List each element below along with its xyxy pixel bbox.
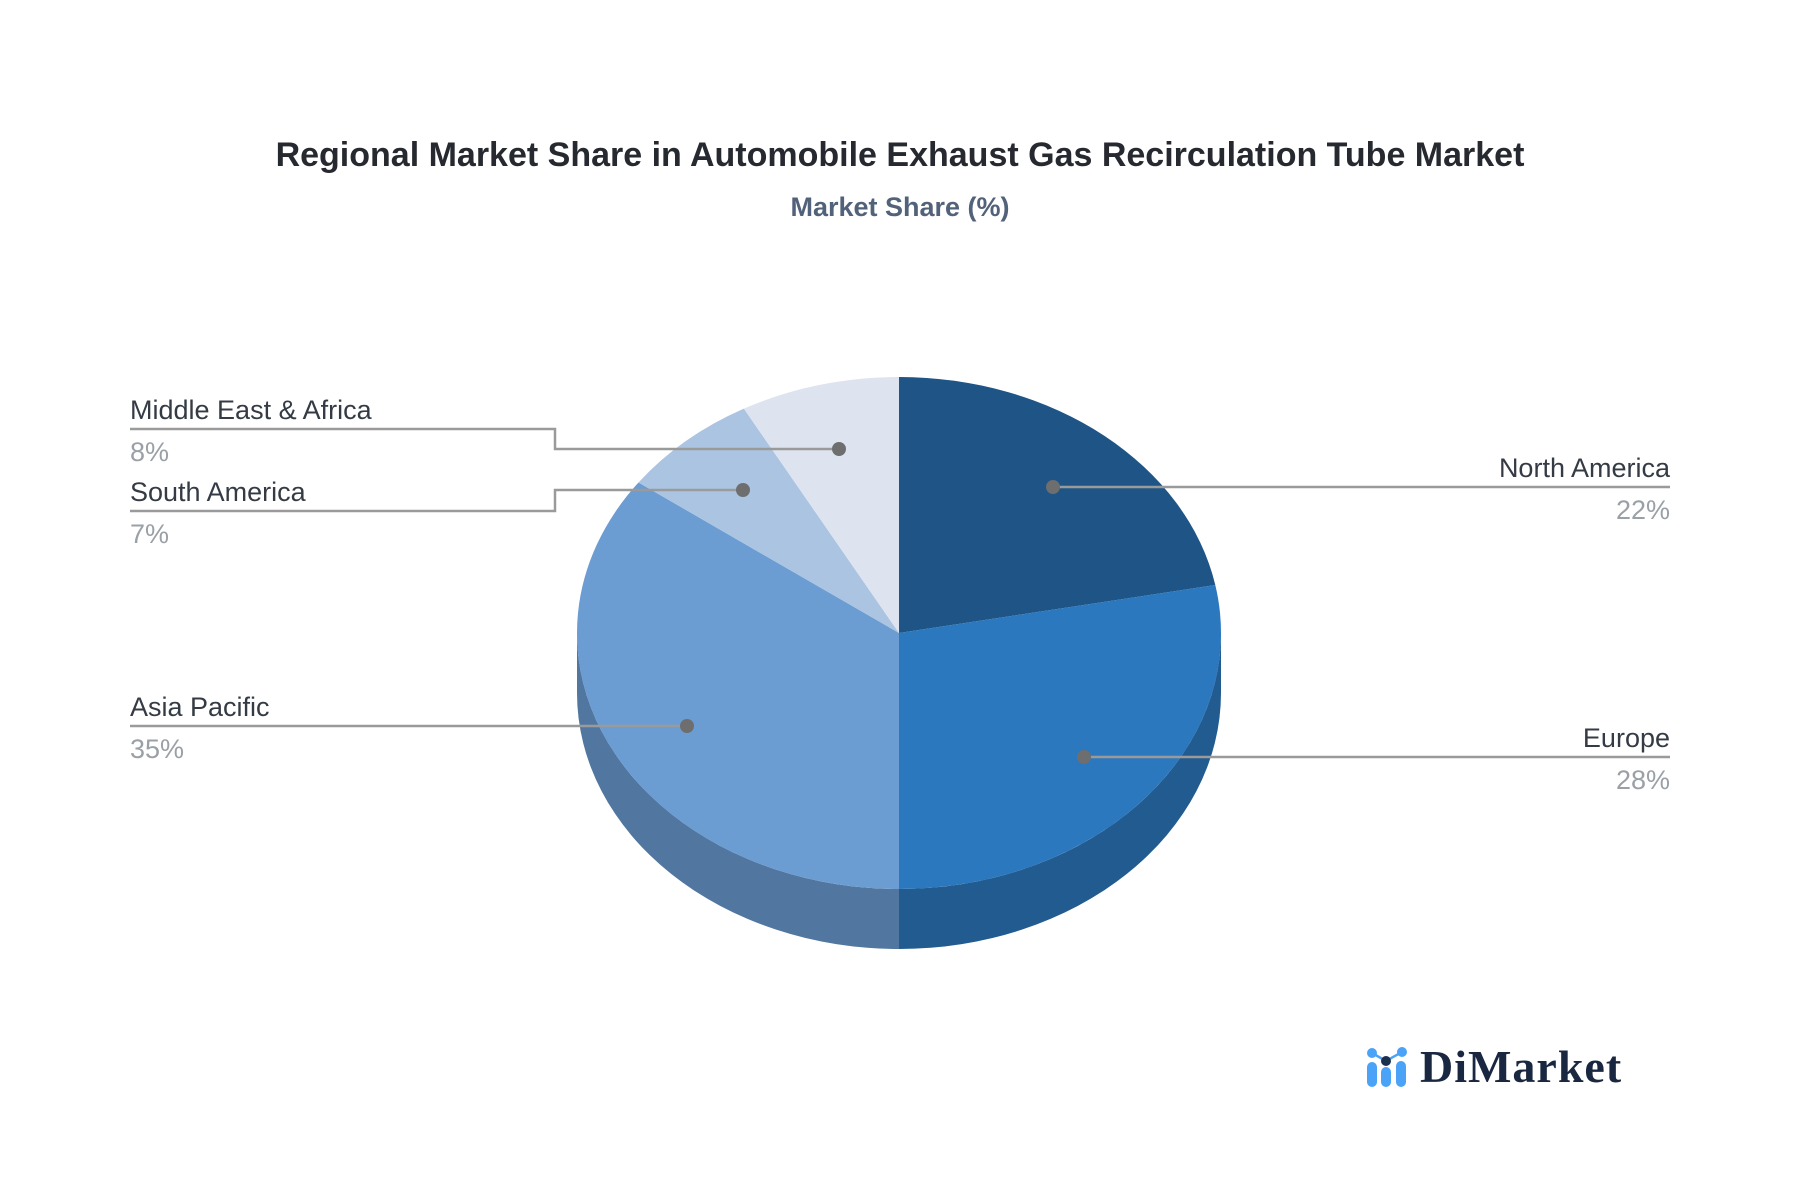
value-europe: 28% [1615,765,1670,795]
chart-subtitle: Market Share (%) [790,192,1010,222]
label-europe: Europe [1582,723,1670,753]
dot-middle-east-africa [832,442,846,456]
dot-europe [1077,750,1091,764]
slice-side-europe [899,633,1221,949]
brand-logo-text: DiMarket [1420,1040,1623,1092]
label-middle-east-africa: Middle East & Africa [130,395,372,425]
slice-south-america[interactable] [638,408,899,633]
pie-3d-sides [577,633,1221,949]
dot-south-america [736,483,750,497]
leader-middle-east-africa [130,427,839,451]
chart-title: Regional Market Share in Automobile Exha… [275,136,1525,174]
value-asia-pacific: 35% [130,734,185,764]
leader-south-america [130,488,743,513]
slice-europe[interactable] [899,585,1221,889]
slice-side-asia-pacific [577,633,899,949]
dot-north-america [1046,480,1060,494]
pie-slices [577,377,1221,889]
slice-north-america[interactable] [899,377,1216,633]
slice-asia-pacific[interactable] [577,482,899,889]
bar-line-chart-logo-icon [1367,1047,1407,1087]
dot-asia-pacific [680,719,694,733]
label-north-america: North America [1498,453,1670,483]
value-south-america: 7% [130,519,170,549]
leader-lines [130,427,1670,759]
leader-dots [680,442,1091,764]
label-asia-pacific: Asia Pacific [130,692,270,722]
slice-middle-east-africa[interactable] [743,377,899,633]
label-south-america: South America [130,477,306,507]
brand-logo: DiMarket [1362,1038,1622,1094]
value-middle-east-africa: 8% [130,437,170,467]
value-north-america: 22% [1615,495,1670,525]
